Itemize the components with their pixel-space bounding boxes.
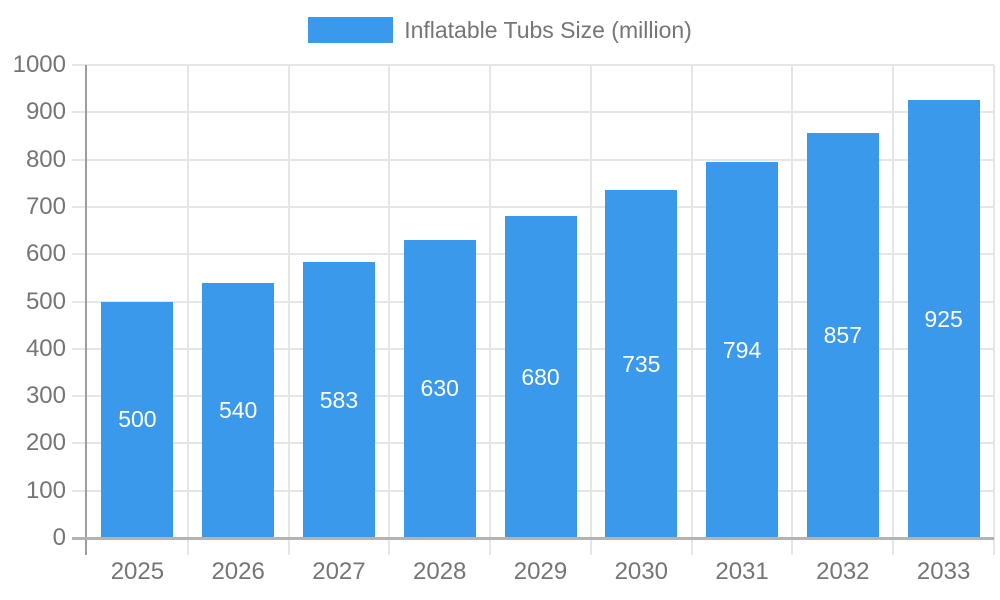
x-tick-label: 2027 bbox=[312, 558, 366, 585]
bar-value-label: 925 bbox=[924, 305, 963, 332]
y-gridline bbox=[72, 158, 994, 161]
bar-value-label: 857 bbox=[823, 321, 863, 348]
x-gridline bbox=[892, 65, 895, 555]
y-tick-label: 0 bbox=[52, 524, 66, 551]
bar: 630 bbox=[403, 240, 476, 538]
bar: 500 bbox=[101, 301, 174, 538]
y-tick-label: 400 bbox=[25, 334, 66, 362]
bar-value-label: 583 bbox=[319, 386, 359, 413]
y-tick-label: 1000 bbox=[12, 51, 66, 78]
y-tick-label: 300 bbox=[25, 382, 66, 410]
x-tick-label: 2032 bbox=[816, 558, 870, 585]
x-gridline bbox=[690, 65, 693, 555]
x-gridline bbox=[388, 65, 391, 555]
y-tick-label: 900 bbox=[25, 98, 66, 126]
legend: Inflatable Tubs Size (million) bbox=[0, 17, 1000, 43]
bar-value-label: 630 bbox=[420, 375, 459, 402]
bar-value-label: 794 bbox=[722, 336, 762, 363]
y-gridline bbox=[72, 111, 994, 114]
y-gridline bbox=[72, 205, 994, 208]
y-gridline bbox=[72, 64, 994, 66]
bar-value-label: 680 bbox=[521, 363, 560, 390]
legend-label: Inflatable Tubs Size (million) bbox=[404, 17, 692, 43]
x-tick-label: 2031 bbox=[715, 558, 769, 585]
x-tick-label: 2028 bbox=[413, 558, 467, 585]
y-tick-label: 800 bbox=[25, 145, 66, 173]
bar-value-label: 540 bbox=[218, 396, 258, 423]
y-axis-line bbox=[85, 65, 87, 555]
x-tick-label: 2029 bbox=[513, 558, 568, 585]
x-gridline bbox=[287, 65, 290, 555]
y-tick-label: 500 bbox=[25, 287, 66, 315]
bar-value-label: 735 bbox=[622, 350, 661, 377]
y-tick-label: 100 bbox=[25, 476, 66, 504]
x-tick-label: 2033 bbox=[916, 558, 971, 585]
bar: 925 bbox=[907, 100, 980, 538]
bar: 540 bbox=[202, 282, 275, 538]
x-gridline bbox=[589, 65, 592, 555]
y-tick-label: 600 bbox=[25, 240, 66, 268]
bar-value-label: 500 bbox=[118, 406, 157, 433]
x-gridline bbox=[791, 65, 794, 555]
x-tick-label: 2030 bbox=[614, 558, 668, 585]
x-tick-label: 2025 bbox=[110, 558, 165, 585]
bar: 680 bbox=[504, 216, 577, 538]
bar: 857 bbox=[806, 132, 879, 538]
x-gridline bbox=[489, 65, 492, 555]
bar: 735 bbox=[605, 190, 678, 538]
x-tick-label: 2026 bbox=[211, 558, 265, 585]
x-gridline bbox=[186, 65, 189, 555]
y-tick-label: 200 bbox=[25, 429, 66, 457]
bar: 583 bbox=[302, 262, 375, 538]
x-axis-baseline bbox=[72, 537, 994, 540]
bar: 794 bbox=[706, 162, 779, 538]
x-gridline bbox=[993, 65, 995, 555]
legend-swatch bbox=[308, 17, 394, 43]
y-tick-label: 700 bbox=[25, 192, 66, 220]
